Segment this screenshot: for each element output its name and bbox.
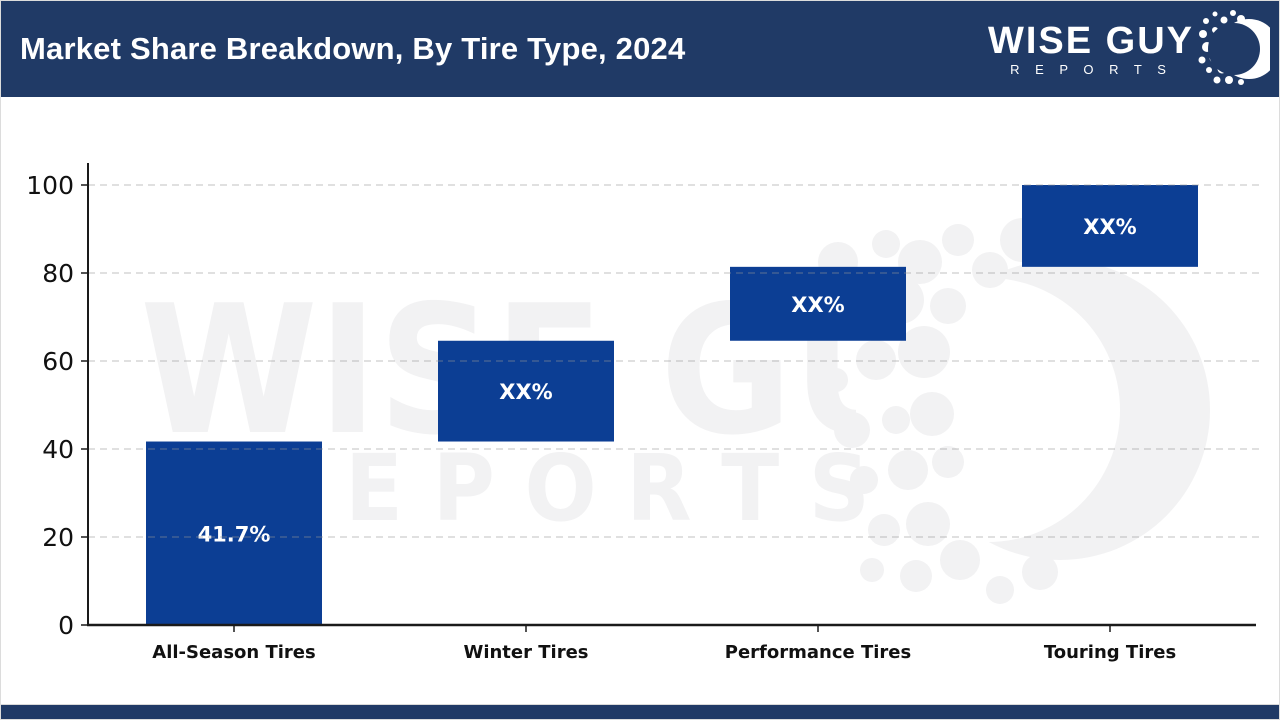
bar (438, 340, 614, 442)
footer-bar (0, 704, 1280, 720)
y-axis-tick-label: 0 (58, 611, 74, 640)
bar (730, 266, 906, 341)
brand-name: WISE GUY (987, 19, 1194, 62)
x-axis-category-label: Touring Tires (1044, 642, 1176, 663)
watermark-line2: R E P O R T S (250, 435, 870, 542)
axes-layer: All-Season Tires Winter Tires Performance … (26, 163, 1256, 663)
y-axis-tick-label: 60 (42, 347, 74, 376)
y-axis-tick-label: 80 (42, 259, 74, 288)
bar (146, 441, 322, 625)
x-axis-category-label: Performance Tires (725, 642, 911, 663)
y-axis-tick-label: 40 (42, 435, 74, 464)
watermark-face-icon (818, 218, 1210, 604)
bar-value-label: XX% (1083, 215, 1136, 239)
bar-value-label: XX% (791, 293, 844, 317)
bars-layer: 41.7% XX% XX% XX% (146, 185, 1198, 625)
brand-logo: WISE GUY R E P O R T S (988, 6, 1270, 92)
header: Market Share Breakdown, By Tire Type, 20… (0, 0, 1280, 97)
bar-value-label: XX% (499, 380, 552, 404)
brand-logo-text: WISE GUY R E P O R T S (988, 21, 1194, 78)
gridlines-layer (88, 184, 1262, 538)
bar (1022, 185, 1198, 267)
bar-value-label: 41.7% (198, 522, 271, 546)
brand-subtitle: R E P O R T S (1010, 61, 1172, 77)
x-axis-category-label: All-Season Tires (152, 642, 315, 663)
page-title: Market Share Breakdown, By Tire Type, 20… (20, 30, 686, 66)
x-axis-category-label: Winter Tires (463, 642, 588, 663)
y-axis-tick-label: 100 (26, 171, 74, 200)
y-axis-tick-label: 20 (42, 523, 74, 552)
brand-face-icon (1198, 10, 1270, 85)
